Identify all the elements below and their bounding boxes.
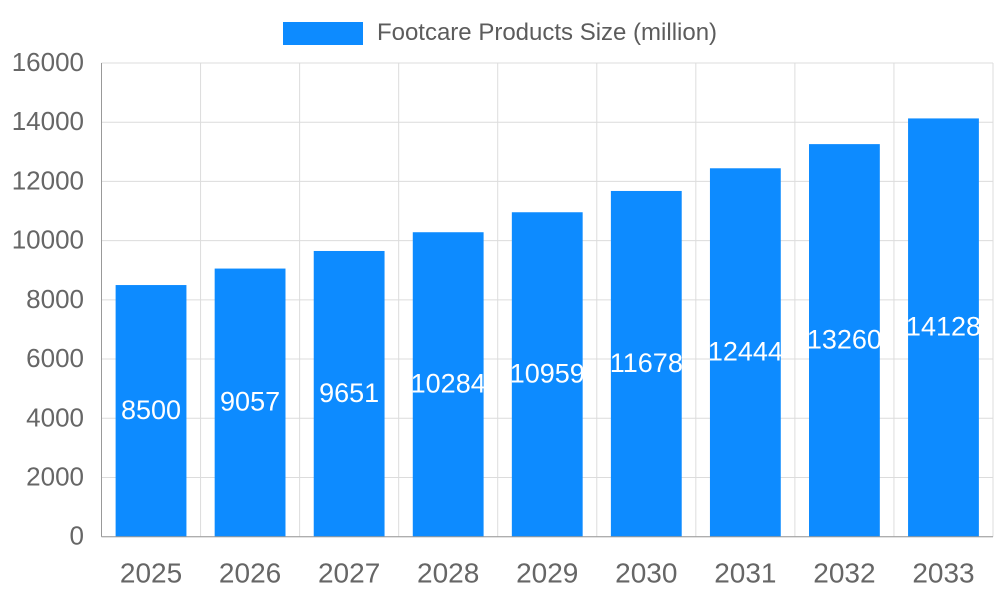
svg-text:8000: 8000	[26, 284, 84, 314]
svg-text:14128: 14128	[906, 312, 981, 342]
svg-text:2029: 2029	[516, 558, 578, 589]
svg-text:2026: 2026	[219, 558, 281, 589]
svg-text:11678: 11678	[610, 348, 683, 378]
svg-text:2033: 2033	[912, 558, 974, 589]
svg-text:2032: 2032	[813, 558, 875, 589]
svg-text:10959: 10959	[510, 358, 585, 388]
svg-text:10284: 10284	[411, 368, 486, 398]
svg-text:9057: 9057	[220, 387, 280, 417]
svg-text:2025: 2025	[120, 558, 182, 589]
svg-text:2028: 2028	[417, 558, 479, 589]
svg-text:0: 0	[70, 521, 84, 551]
svg-text:2031: 2031	[714, 558, 776, 589]
svg-text:2000: 2000	[26, 461, 84, 491]
svg-text:4000: 4000	[26, 402, 84, 432]
svg-text:16000: 16000	[12, 47, 84, 77]
svg-text:13260: 13260	[807, 324, 882, 354]
svg-text:2030: 2030	[615, 558, 677, 589]
svg-text:9651: 9651	[319, 378, 379, 408]
svg-text:10000: 10000	[12, 225, 84, 255]
svg-text:6000: 6000	[26, 343, 84, 373]
svg-text:12444: 12444	[708, 336, 783, 366]
svg-text:14000: 14000	[12, 106, 84, 136]
svg-text:8500: 8500	[121, 395, 181, 425]
svg-text:12000: 12000	[12, 165, 84, 195]
svg-text:2027: 2027	[318, 558, 380, 589]
